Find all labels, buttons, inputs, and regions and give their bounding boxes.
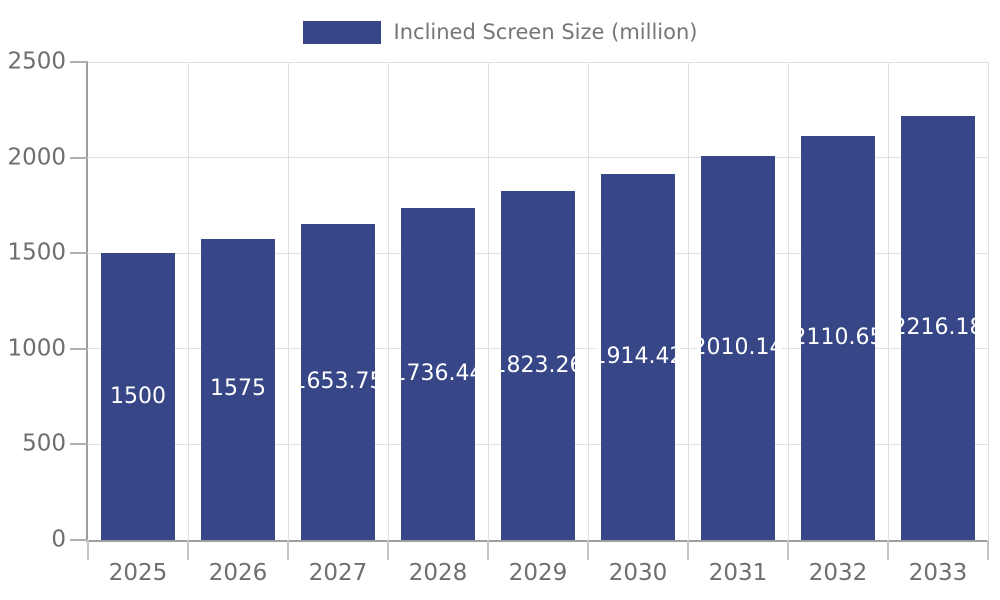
gridline-h: [88, 157, 988, 159]
y-tick-mark: [70, 156, 88, 159]
bar-value-label: 1736.44: [392, 360, 484, 386]
bar-value-label: 1914.42: [592, 343, 684, 369]
x-tick-mark: [787, 540, 789, 560]
bar-value-label: 1653.75: [292, 368, 384, 394]
x-tick-label: 2031: [708, 560, 768, 586]
bar: [601, 173, 675, 540]
bar-value-label: 2216.18: [892, 315, 984, 341]
x-tick-label: 2033: [908, 560, 968, 586]
bar-value-label: 1823.26: [492, 352, 584, 378]
plot-inner: 1500 1575 1653.75 1736.44 1823.26 1914.42 2010…: [88, 61, 989, 540]
y-tick-label: 1000: [7, 335, 66, 362]
x-tick-mark: [487, 540, 489, 560]
plot-area: 1500 1575 1653.75 1736.44 1823.26 1914.42 2010…: [86, 61, 989, 542]
x-tick-mark: [687, 540, 689, 560]
gridline-v: [187, 62, 189, 540]
bar-value-label: 1575: [210, 376, 266, 402]
x-tick-label: 2027: [308, 560, 368, 586]
y-tick-mark: [70, 443, 88, 446]
x-tick-mark: [587, 540, 589, 560]
bar: [401, 207, 475, 540]
y-tick-label: 1500: [7, 239, 66, 266]
gridline-v: [987, 62, 989, 540]
x-tick-label: 2029: [508, 560, 568, 586]
bar: [301, 223, 375, 540]
bar: [101, 253, 175, 540]
gridline-v: [887, 62, 889, 540]
gridline-v: [387, 62, 389, 540]
y-tick-label: 2000: [7, 144, 66, 171]
gridline-v: [487, 62, 489, 540]
x-tick-mark: [987, 540, 989, 560]
y-tick-label: 500: [22, 430, 66, 457]
gridline-v: [787, 62, 789, 540]
bar: [801, 136, 875, 540]
bar: [201, 238, 275, 540]
gridline-v: [287, 62, 289, 540]
y-tick-label: 2500: [7, 48, 66, 75]
legend-label: Inclined Screen Size (million): [393, 20, 698, 44]
x-tick-mark: [287, 540, 289, 560]
bar: [501, 191, 575, 540]
legend-swatch: [302, 20, 381, 44]
bar: [901, 116, 975, 540]
bar-value-label: 2010.14: [692, 334, 784, 360]
x-tick-mark: [887, 540, 889, 560]
x-tick-mark: [387, 540, 389, 560]
y-tick-mark: [70, 347, 88, 350]
bar: [701, 155, 775, 540]
y-tick-mark: [70, 252, 88, 255]
gridline-v: [587, 62, 589, 540]
bar-value-label: 1500: [110, 383, 166, 409]
y-tick-mark: [70, 539, 88, 541]
y-tick-mark: [70, 61, 88, 63]
bar-value-label: 2110.65: [792, 325, 884, 351]
x-tick-label: 2032: [808, 560, 868, 586]
x-tick-label: 2026: [208, 560, 268, 586]
x-tick-label: 2028: [408, 560, 468, 586]
x-tick-mark: [87, 540, 89, 560]
y-tick-label: 0: [51, 526, 66, 553]
legend: Inclined Screen Size (million): [0, 20, 1000, 44]
x-tick-mark: [187, 540, 189, 560]
x-tick-label: 2030: [608, 560, 668, 586]
x-tick-label: 2025: [108, 560, 168, 586]
gridline-v: [687, 62, 689, 540]
gridline-h: [88, 61, 988, 63]
